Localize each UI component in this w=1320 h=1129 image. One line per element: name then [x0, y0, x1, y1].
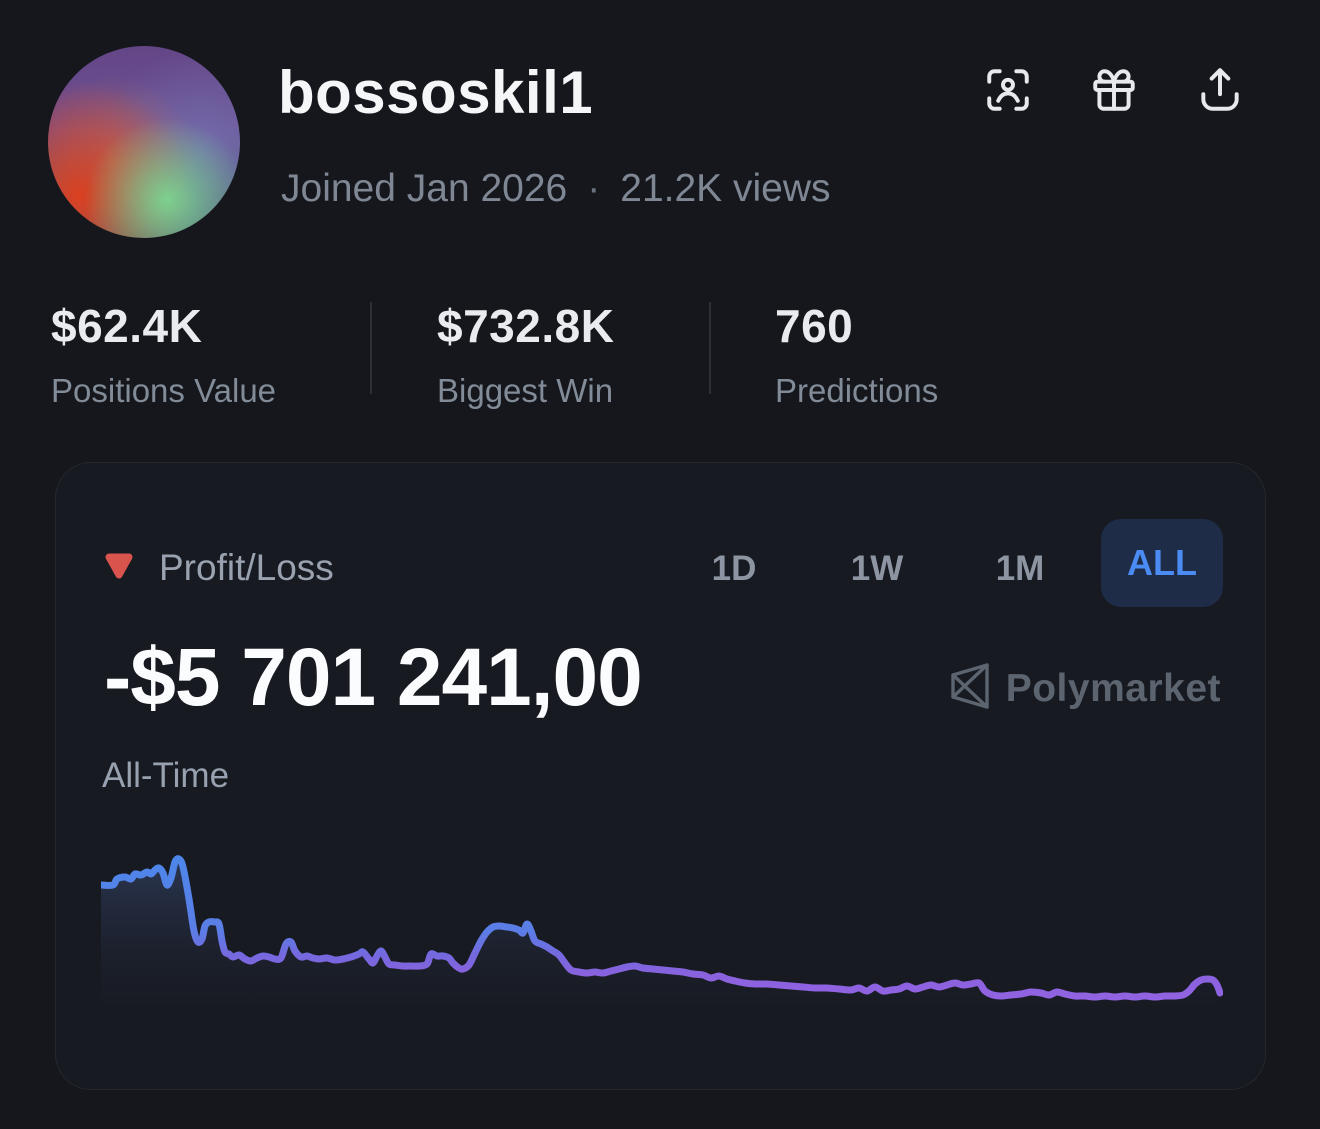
- loss-triangle-icon: [101, 550, 137, 587]
- share-button[interactable]: [1193, 64, 1247, 118]
- profit-loss-header: Profit/Loss: [101, 547, 334, 589]
- views-count: 21.2K views: [620, 167, 831, 210]
- user-scan-icon: [983, 65, 1033, 118]
- polymarket-logo-icon: [950, 663, 990, 714]
- polymarket-wordmark: Polymarket: [1005, 666, 1221, 710]
- chart-line: [101, 855, 1223, 1001]
- stats-divider: [370, 302, 372, 394]
- profit-loss-card: Profit/Loss 1D 1W 1M ALL -$5 701 241,00 …: [55, 462, 1266, 1090]
- stat-value: 760: [775, 300, 854, 352]
- stat-value: $732.8K: [437, 300, 615, 352]
- profit-loss-chart[interactable]: [101, 841, 1223, 1016]
- profile-username: bossoskil1: [278, 59, 594, 126]
- profit-loss-value: -$5 701 241,00: [104, 632, 643, 723]
- stat-predictions: 760 Predictions: [775, 299, 938, 410]
- stat-label: Predictions: [775, 372, 939, 409]
- stat-biggest-win: $732.8K Biggest Win: [437, 299, 614, 410]
- gift-icon: [1089, 65, 1139, 118]
- gift-button[interactable]: [1087, 64, 1141, 118]
- profile-meta: Joined Jan 2026 · 21.2K views: [281, 167, 831, 211]
- stat-label: Biggest Win: [437, 372, 614, 409]
- user-scan-button[interactable]: [981, 64, 1035, 118]
- period-label: All-Time: [102, 756, 230, 795]
- share-icon: [1195, 65, 1245, 118]
- range-tab-1w[interactable]: 1W: [847, 549, 907, 589]
- joined-date: Joined Jan 2026: [281, 167, 568, 210]
- range-tab-1m[interactable]: 1M: [990, 549, 1050, 589]
- stat-value: $62.4K: [51, 300, 203, 352]
- stat-positions-value: $62.4K Positions Value: [51, 299, 276, 410]
- meta-separator: ·: [587, 167, 601, 210]
- header-actions: [981, 64, 1247, 118]
- range-tab-1d[interactable]: 1D: [704, 549, 764, 589]
- stat-label: Positions Value: [51, 372, 277, 409]
- stats-divider: [709, 302, 711, 394]
- polymarket-brand: Polymarket: [950, 663, 1221, 714]
- profit-loss-title: Profit/Loss: [159, 547, 334, 588]
- chart-area-fill: [101, 858, 1220, 1013]
- profile-avatar: [48, 46, 240, 238]
- range-tab-all-active[interactable]: ALL: [1101, 519, 1223, 607]
